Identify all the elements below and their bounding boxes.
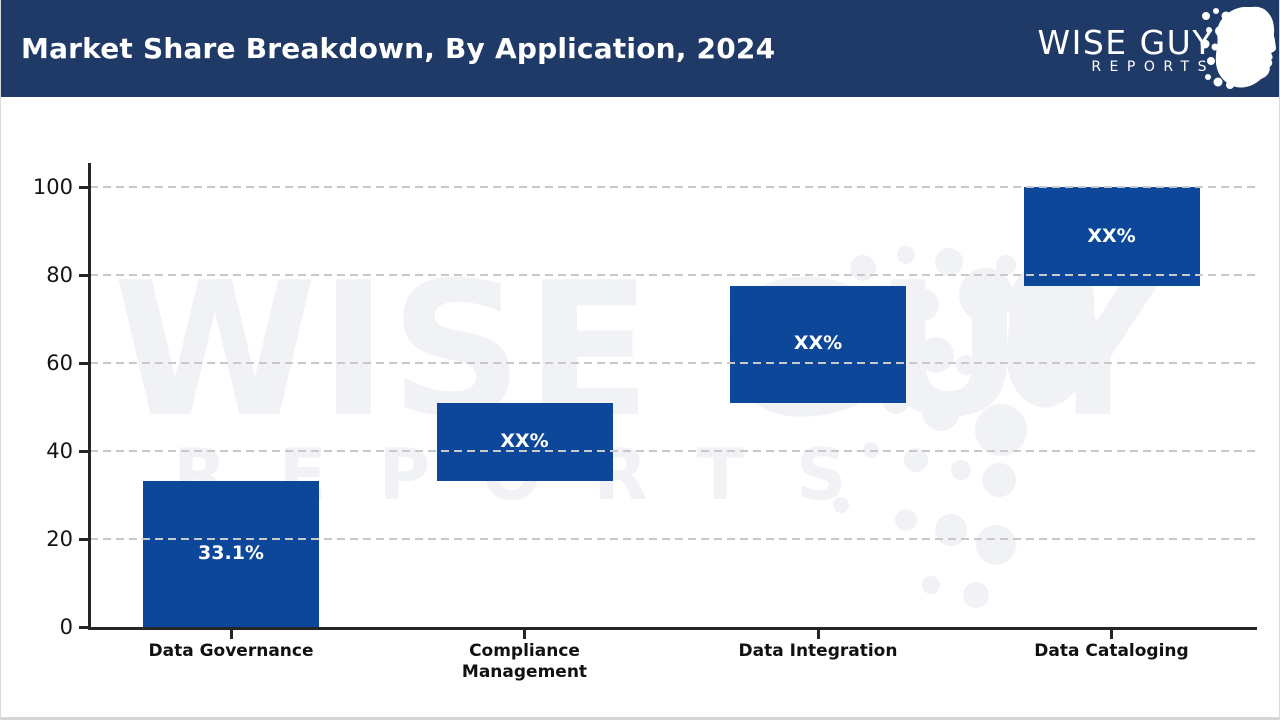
bar-value-label: XX% — [1087, 224, 1136, 247]
y-tick — [79, 625, 89, 629]
category-label: Data Integration — [738, 641, 898, 661]
y-tick — [79, 449, 89, 453]
logo-wordmark: WISE GUY — [1037, 23, 1214, 62]
bar-value-label: XX% — [500, 429, 549, 452]
y-gridline — [90, 186, 1257, 188]
category-label: Data Cataloging — [1034, 641, 1189, 661]
watermark-face-icon — [824, 246, 1097, 608]
y-tick — [79, 361, 89, 365]
x-axis-line — [88, 627, 1257, 630]
y-gridline — [90, 538, 1257, 540]
bar-segment — [730, 286, 906, 403]
x-tick — [523, 629, 526, 639]
y-tick — [79, 185, 89, 189]
y-tick — [79, 273, 89, 277]
category-label: Compliance Management — [461, 641, 588, 682]
bar-segment — [143, 481, 319, 627]
category-label: Data Governance — [148, 641, 314, 661]
x-tick — [1110, 629, 1113, 639]
bar-value-label: XX% — [793, 332, 843, 355]
header: Market Share Breakdown, By Application, … — [1, 0, 1279, 97]
x-tick — [229, 629, 233, 639]
y-axis-line — [88, 163, 91, 630]
bar-segment — [436, 402, 613, 482]
logo-subtext: REPORTS — [1091, 59, 1215, 75]
y-gridline — [90, 362, 1257, 364]
y-tick-label: 60 — [46, 351, 73, 375]
y-tick — [79, 537, 89, 541]
wiseguy-face-icon — [1200, 6, 1276, 89]
y-tick-label: 40 — [46, 439, 73, 463]
y-tick-label: 20 — [46, 527, 73, 551]
page-title: Market Share Breakdown, By Application, … — [21, 32, 776, 65]
bar-segment — [1023, 187, 1200, 286]
bar-value-label: 33.1% — [198, 542, 264, 565]
y-gridline — [90, 450, 1257, 452]
y-tick-label: 80 — [46, 263, 73, 287]
x-tick — [816, 629, 820, 639]
y-gridline — [90, 274, 1257, 276]
y-tick-label: 0 — [59, 615, 73, 639]
y-tick-label: 100 — [32, 175, 73, 199]
